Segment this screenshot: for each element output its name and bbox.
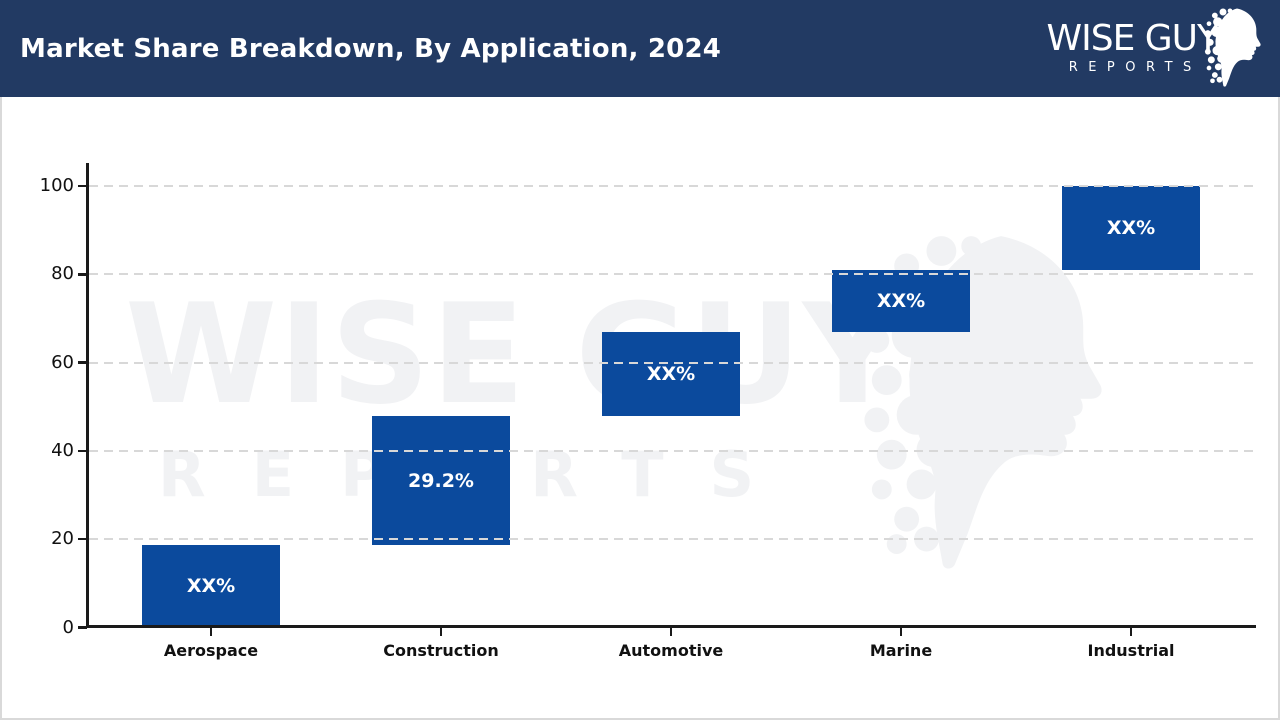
bar-value-label-aerospace: XX%: [186, 575, 236, 598]
y-tick-label-20: 20: [51, 528, 74, 550]
y-tick-60: [78, 361, 87, 364]
y-tick-label-40: 40: [51, 439, 74, 461]
bar-industrial: [1062, 186, 1200, 270]
x-axis-line: [86, 625, 1256, 628]
y-axis-line: [86, 163, 89, 628]
y-tick-100: [78, 184, 87, 188]
bar-value-label-automotive: XX%: [646, 363, 696, 386]
bar-marine: [832, 269, 970, 333]
bar-value-label-construction: 29.2%: [408, 469, 474, 492]
bar-value-label-marine: XX%: [876, 289, 926, 312]
bar-aerospace: [142, 544, 280, 628]
x-tick-industrial: [1129, 628, 1133, 636]
page-title: Market Share Breakdown, By Application, …: [20, 33, 722, 64]
x-axis-label-marine: Marine: [869, 641, 933, 660]
x-axis-label-aerospace: Aerospace: [163, 641, 259, 660]
x-tick-construction: [439, 628, 443, 636]
x-axis-label-industrial: Industrial: [1087, 641, 1175, 660]
bar-construction: [372, 416, 510, 545]
x-tick-aerospace: [209, 628, 213, 636]
y-tick-label-60: 60: [51, 351, 74, 373]
x-tick-marine: [899, 628, 903, 636]
x-tick-automotive: [669, 628, 673, 636]
y-tick-80: [78, 273, 87, 276]
y-tick-label-100: 100: [39, 175, 74, 197]
x-axis-label-automotive: Automotive: [618, 641, 724, 660]
bar-automotive: [602, 332, 740, 417]
gridline-20: [89, 538, 1256, 541]
y-tick-label-0: 0: [62, 616, 74, 638]
gridline-60: [89, 361, 1256, 364]
watermark-wordmark: WISE GUY: [125, 274, 904, 435]
logo-wordmark-line1: WISE GUY: [1046, 18, 1219, 60]
header-band: Market Share Breakdown, By Application, …: [0, 0, 1280, 97]
y-tick-label-80: 80: [51, 263, 74, 285]
logo-wordmark: WISE GUY REPORTS: [1047, 19, 1219, 75]
y-tick-0: [78, 626, 87, 629]
logo-wordmark-line2: REPORTS: [1068, 59, 1202, 75]
y-tick-40: [78, 449, 87, 453]
wise-guy-logo: WISE GUY REPORTS: [1047, 6, 1273, 88]
x-axis-label-construction: Construction: [383, 641, 499, 660]
gridline-80: [89, 273, 1256, 276]
y-tick-20: [78, 537, 87, 541]
bar-value-label-industrial: XX%: [1106, 216, 1156, 239]
gridline-40: [89, 449, 1256, 452]
gridline-100: [89, 185, 1256, 188]
